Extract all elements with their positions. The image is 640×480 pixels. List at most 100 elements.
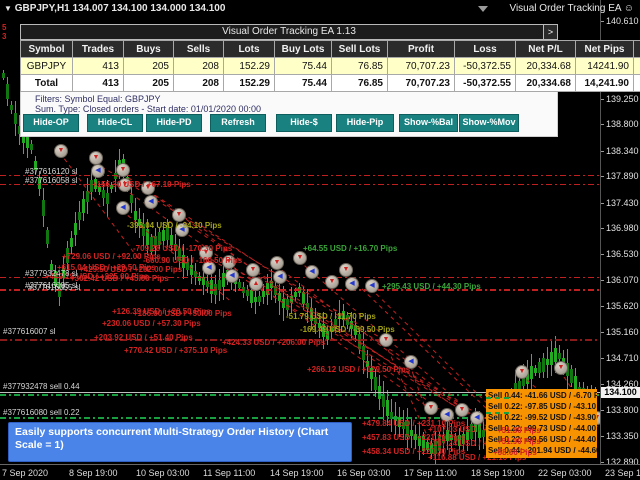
trade-arrow-marker[interactable]: ▼	[379, 333, 393, 347]
candle-body	[222, 272, 225, 288]
trade-arrow-marker[interactable]: ▼	[293, 251, 307, 265]
price-label: 135.160	[606, 327, 639, 338]
trade-arrow-marker[interactable]: ▼	[554, 361, 568, 375]
trade-arrow-marker[interactable]: ◀	[345, 277, 359, 291]
trade-arrow-marker[interactable]: ▼	[172, 208, 186, 222]
table-cell: Loss	[454, 40, 516, 58]
pips-overlay-text: +58.66 Pips	[493, 448, 537, 457]
order-level-line	[0, 394, 600, 396]
candle-body	[558, 352, 561, 360]
chart-scroll-caret-icon[interactable]	[478, 6, 488, 12]
trade-arrow-marker[interactable]: ◀	[225, 269, 239, 283]
price-label: 140.610	[606, 16, 639, 26]
trade-arrow-marker[interactable]: ▼	[222, 255, 236, 269]
candle-body	[10, 104, 13, 110]
candle-body	[538, 362, 541, 374]
pl-annotation: +64.55 USD / +16.70 Pips	[303, 244, 398, 253]
candle-body	[518, 381, 521, 389]
time-label: 22 Sep 03:00	[538, 468, 592, 478]
trade-arrow-marker[interactable]: ◀	[365, 279, 379, 293]
candle-body	[426, 441, 429, 451]
dropdown-caret-icon[interactable]: ▼	[4, 4, 12, 13]
trade-arrow-marker[interactable]: ◀	[273, 270, 287, 284]
trade-arrow-marker[interactable]: ▼	[54, 144, 68, 158]
price-label: 137.430	[606, 197, 639, 208]
trade-arrow-marker[interactable]: ◀	[116, 201, 130, 215]
order-level-line	[0, 417, 600, 419]
table-cell: 76.85	[331, 57, 388, 75]
candle-body	[218, 280, 221, 290]
trade-arrow-marker[interactable]: ◀	[305, 265, 319, 279]
open-order-line: Sell 0.22: -97.85 USD / -43.10 Pips	[488, 402, 597, 411]
open-order-line: Sell 0.22: -99.56 USD / -44.40 Pips	[488, 435, 597, 444]
price-tick	[601, 202, 604, 204]
candle-body	[174, 243, 177, 251]
trade-arrow-marker[interactable]: ▼	[325, 275, 339, 289]
candle-body	[210, 280, 213, 294]
sell-level-dash	[486, 397, 512, 399]
trade-arrow-marker[interactable]: ▼	[141, 181, 155, 195]
show-%bal-button[interactable]: Show-%Bal	[399, 114, 458, 132]
trade-arrow-marker[interactable]: ▼	[89, 151, 103, 165]
candlestick-chart[interactable]: ▼▼◀▼▼◀▼◀▼◀▼◀▼◀▼▲▼◀▼◀▼▼◀◀▼◀▼◀▼◀▼▼▼◀▼53+15…	[0, 0, 600, 464]
trade-arrow-marker[interactable]: ▼	[118, 178, 132, 192]
price-tick	[601, 150, 604, 152]
pl-annotation: +770.42 USD / +375.10 Pips	[124, 346, 228, 355]
pl-annotation: +615.04 USD / +29.50 Pips	[57, 263, 156, 272]
trade-arrow-marker[interactable]: ▼	[246, 263, 260, 277]
trade-arrow-marker[interactable]: ◀	[440, 408, 454, 422]
trade-arrow-marker[interactable]: ◀	[91, 164, 105, 178]
order-level-line	[0, 277, 600, 278]
time-axis[interactable]: 7 Sep 2020 8 Sep 19:00 10 Sep 03:00 11 Sep …	[0, 464, 640, 480]
info-link[interactable]: Info	[633, 57, 640, 75]
trade-arrow-marker[interactable]: ▲	[249, 277, 263, 291]
symbol-quote: ▼ GBPJPY,H1 134.007 134.100 134.000 134.…	[4, 3, 226, 14]
time-label: 10 Sep 03:00	[136, 468, 190, 478]
candle-body	[546, 359, 549, 366]
pl-annotation: +126.39 USD / +20.50 Pips	[112, 307, 211, 316]
order-level-line	[0, 175, 600, 176]
table-cell: 205	[123, 57, 174, 75]
show-%mov-button[interactable]: Show-%Mov	[459, 114, 519, 132]
trade-arrow-marker[interactable]: ▼	[424, 401, 438, 415]
time-label: 14 Sep 19:00	[270, 468, 324, 478]
trade-arrow-marker[interactable]: ▼	[116, 163, 130, 177]
price-tick	[601, 21, 604, 22]
pl-annotation: +449.19 USD / +225.00 Pips	[45, 272, 149, 281]
pl-annotation: 5	[2, 23, 7, 32]
candle-body	[238, 281, 241, 289]
trade-arrow-marker[interactable]: ◀	[470, 411, 484, 425]
trade-arrow-marker[interactable]: ▼	[455, 403, 469, 417]
hide--button[interactable]: Hide-$	[276, 114, 332, 132]
trade-arrow-marker[interactable]: ▼	[339, 263, 353, 277]
trade-arrow-marker[interactable]: ◀	[202, 261, 216, 275]
pl-annotation: -169.49 USD / -39.50 Pips	[300, 325, 395, 334]
info-link[interactable]: Info	[633, 74, 640, 92]
candle-body	[66, 248, 69, 264]
open-order-line: Sell 0.22: -99.52 USD / -43.90 Pips	[488, 413, 597, 422]
candle-body	[374, 376, 377, 390]
trade-arrow-marker[interactable]: ◀	[404, 355, 418, 369]
hide-pip-button[interactable]: Hide-Pip	[336, 114, 394, 132]
refresh-button[interactable]: Refresh	[210, 114, 266, 132]
panel-collapse-button[interactable]: >	[543, 24, 558, 40]
order-level-line	[0, 184, 600, 185]
candle-body	[458, 435, 461, 446]
table-header-row: Symbol Trades Buys Sells Lots Buy Lots Sell Lo…	[20, 40, 640, 58]
table-cell: 208	[173, 57, 224, 75]
candle-body	[334, 318, 337, 327]
table-cell: 413	[72, 74, 124, 92]
candle-body	[26, 136, 29, 149]
candle-body	[462, 434, 465, 445]
trade-arrow-marker[interactable]: ▼	[199, 246, 213, 260]
trade-arrow-marker[interactable]: ▼	[515, 365, 529, 379]
pl-annotation: +156.30 USD / +67.10 Pips	[92, 180, 191, 189]
candle-body	[478, 422, 481, 439]
hide-pd-button[interactable]: Hide-PD	[146, 114, 202, 132]
trade-arrow-marker[interactable]: ◀	[175, 223, 189, 237]
hide-cl-button[interactable]: Hide-CL	[87, 114, 143, 132]
trade-arrow-marker[interactable]: ◀	[144, 195, 158, 209]
hide-op-button[interactable]: Hide-OP	[23, 114, 79, 132]
candle-body	[418, 436, 421, 447]
trade-arrow-marker[interactable]: ▼	[270, 256, 284, 270]
